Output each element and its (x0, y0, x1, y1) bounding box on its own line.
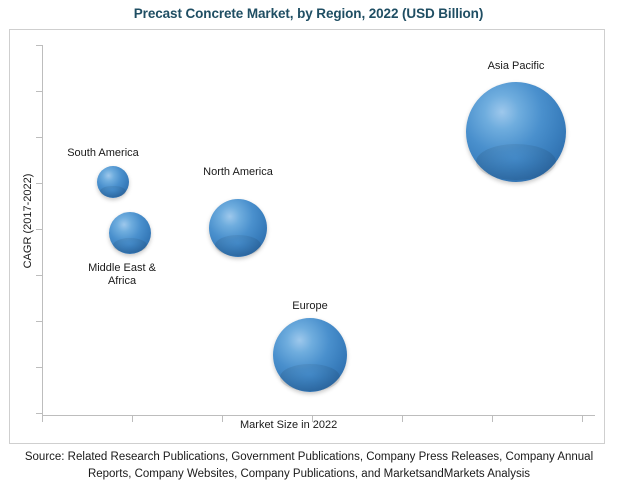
source-note: Source: Related Research Publications, G… (6, 449, 612, 483)
y-axis-tick-5 (36, 275, 42, 276)
y-axis-tick-2 (36, 137, 42, 138)
y-axis-tick-8 (36, 413, 42, 414)
bubble-label-south-america: South America (67, 147, 139, 159)
x-axis-tick-6 (582, 416, 583, 422)
bubble-label-asia-pacific: Asia Pacific (487, 60, 545, 72)
x-axis-line (42, 415, 595, 416)
bubble-middle-east-africa[interactable] (109, 212, 151, 254)
bubble-label-middle-east-africa: Middle East & Africa (88, 262, 156, 287)
x-axis-tick-3 (312, 416, 313, 422)
y-axis-tick-6 (36, 321, 42, 322)
y-axis-tick-4 (36, 229, 42, 230)
bubble-south-america[interactable] (97, 166, 129, 198)
x-axis-tick-1 (132, 416, 133, 422)
bubble-europe[interactable] (273, 318, 347, 392)
bubble-north-america[interactable] (209, 199, 267, 257)
x-axis-tick-4 (402, 416, 403, 422)
y-axis-tick-1 (36, 91, 42, 92)
y-axis-tick-0 (36, 45, 42, 46)
source-line-1: Source: Related Research Publications, G… (24, 451, 594, 463)
x-axis-tick-5 (492, 416, 493, 422)
source-line-2: Reports, Company Websites, Company Publi… (87, 468, 531, 480)
bubble-label-north-america: North America (203, 166, 273, 178)
bubble-asia-pacific[interactable] (466, 82, 566, 182)
x-axis-tick-0 (42, 416, 43, 422)
chart-title: Precast Concrete Market, by Region, 2022… (133, 6, 484, 21)
y-axis-line (42, 45, 43, 416)
bubble-label-europe: Europe (292, 300, 328, 312)
y-axis-tick-3 (36, 183, 42, 184)
x-axis-tick-2 (222, 416, 223, 422)
y-axis-tick-7 (36, 367, 42, 368)
x-axis-title: Market Size in 2022 (240, 419, 338, 431)
